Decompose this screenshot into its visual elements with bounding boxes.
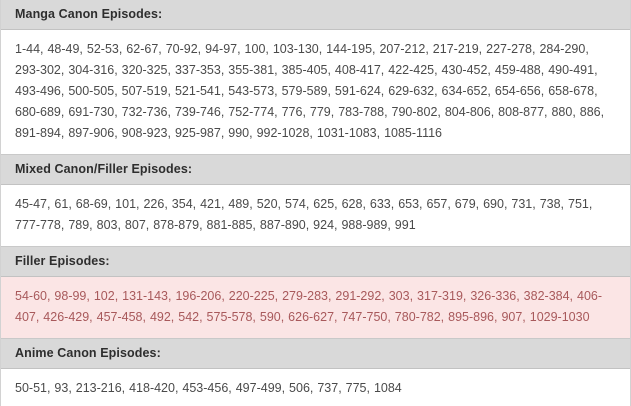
section-filler: Filler Episodes: 54-60, 98-99, 102, 131-… [0,246,631,338]
section-body-mixed-canon-filler: 45-47, 61, 68-69, 101, 226, 354, 421, 48… [1,185,630,246]
section-header-filler: Filler Episodes: [1,246,630,277]
section-header-anime-canon: Anime Canon Episodes: [1,338,630,369]
section-header-mixed-canon-filler: Mixed Canon/Filler Episodes: [1,154,630,185]
section-anime-canon: Anime Canon Episodes: 50-51, 93, 213-216… [0,338,631,406]
section-body-anime-canon: 50-51, 93, 213-216, 418-420, 453-456, 49… [1,369,630,406]
section-body-manga-canon: 1-44, 48-49, 52-53, 62-67, 70-92, 94-97,… [1,30,630,154]
section-body-filler: 54-60, 98-99, 102, 131-143, 196-206, 220… [1,277,630,338]
section-header-manga-canon: Manga Canon Episodes: [1,0,630,30]
section-mixed-canon-filler: Mixed Canon/Filler Episodes: 45-47, 61, … [0,154,631,246]
section-manga-canon: Manga Canon Episodes: 1-44, 48-49, 52-53… [0,0,631,154]
